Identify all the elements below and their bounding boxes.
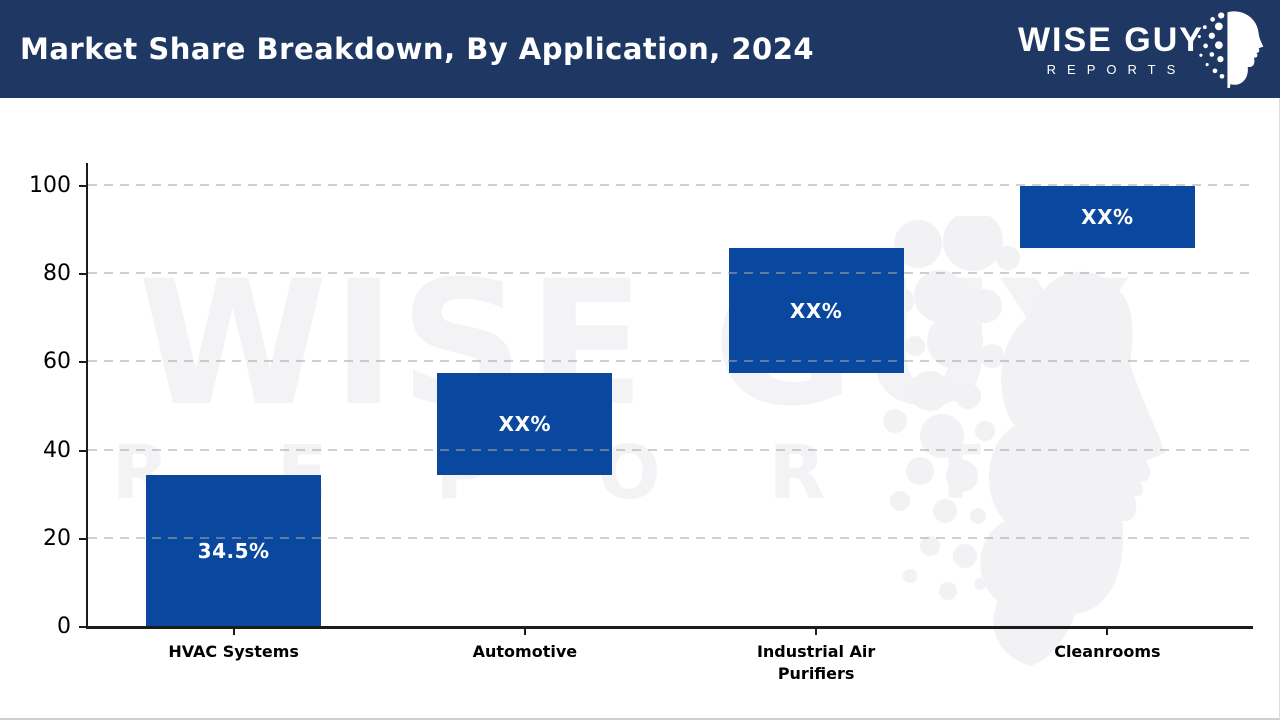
y-tick-label-40: 40 (43, 437, 71, 463)
bar-segment: XX% (728, 247, 904, 374)
gridline-60 (88, 360, 1253, 363)
logo-name: WISE GUY (1017, 21, 1204, 59)
x-category-label: HVAC Systems (168, 642, 299, 661)
logo-subtitle: REPORTS (1046, 62, 1187, 77)
y-tick-label-80: 80 (43, 261, 71, 287)
y-tick-60 (79, 361, 88, 364)
page-title: Market Share Breakdown, By Application, … (20, 32, 815, 66)
x-axis-line (86, 626, 1253, 629)
x-tick-0 (232, 627, 235, 635)
bar-value-label: 34.5% (197, 538, 270, 563)
brand-logo: WISE GUY REPORTS (1018, 0, 1268, 98)
logo-wordmark: WISE GUY REPORTS (1018, 21, 1204, 77)
plot-area: 0 20 40 60 80 100 34.5% HVAC Systems XX% Automoti… (29, 163, 1253, 683)
chart-area: WISE GUY REPORTS (0, 98, 1280, 720)
gridline-40 (88, 448, 1253, 451)
bar-segment: XX% (1019, 185, 1195, 248)
x-category-label: Cleanrooms (1054, 642, 1161, 661)
bar-value-label: XX% (789, 298, 843, 323)
x-tick-1 (523, 627, 526, 635)
logo-head-icon (1197, 11, 1264, 89)
bar-segment: 34.5% (146, 474, 322, 627)
bar-segment: XX% (437, 373, 613, 475)
y-tick-label-0: 0 (57, 614, 71, 639)
y-tick-100 (79, 184, 88, 187)
y-tick-label-20: 20 (43, 525, 71, 551)
x-tick-2 (815, 627, 818, 635)
x-tick-3 (1106, 627, 1109, 635)
bar-value-label: XX% (498, 412, 552, 437)
y-tick-0 (79, 626, 88, 628)
x-category-label: Automotive (472, 642, 578, 661)
x-category-label: Industrial Air Purifiers (756, 642, 876, 683)
bar-value-label: XX% (1081, 204, 1134, 229)
y-tick-20 (79, 537, 88, 540)
y-tick-80 (79, 273, 88, 276)
y-tick-label-100: 100 (29, 172, 71, 198)
gridline-100 (88, 183, 1253, 186)
header: Market Share Breakdown, By Application, … (0, 0, 1280, 98)
y-tick-40 (79, 449, 88, 452)
y-tick-label-60: 60 (43, 349, 71, 375)
gridline-80 (88, 272, 1253, 275)
y-axis-line (86, 163, 88, 629)
gridline-20 (88, 536, 1253, 539)
